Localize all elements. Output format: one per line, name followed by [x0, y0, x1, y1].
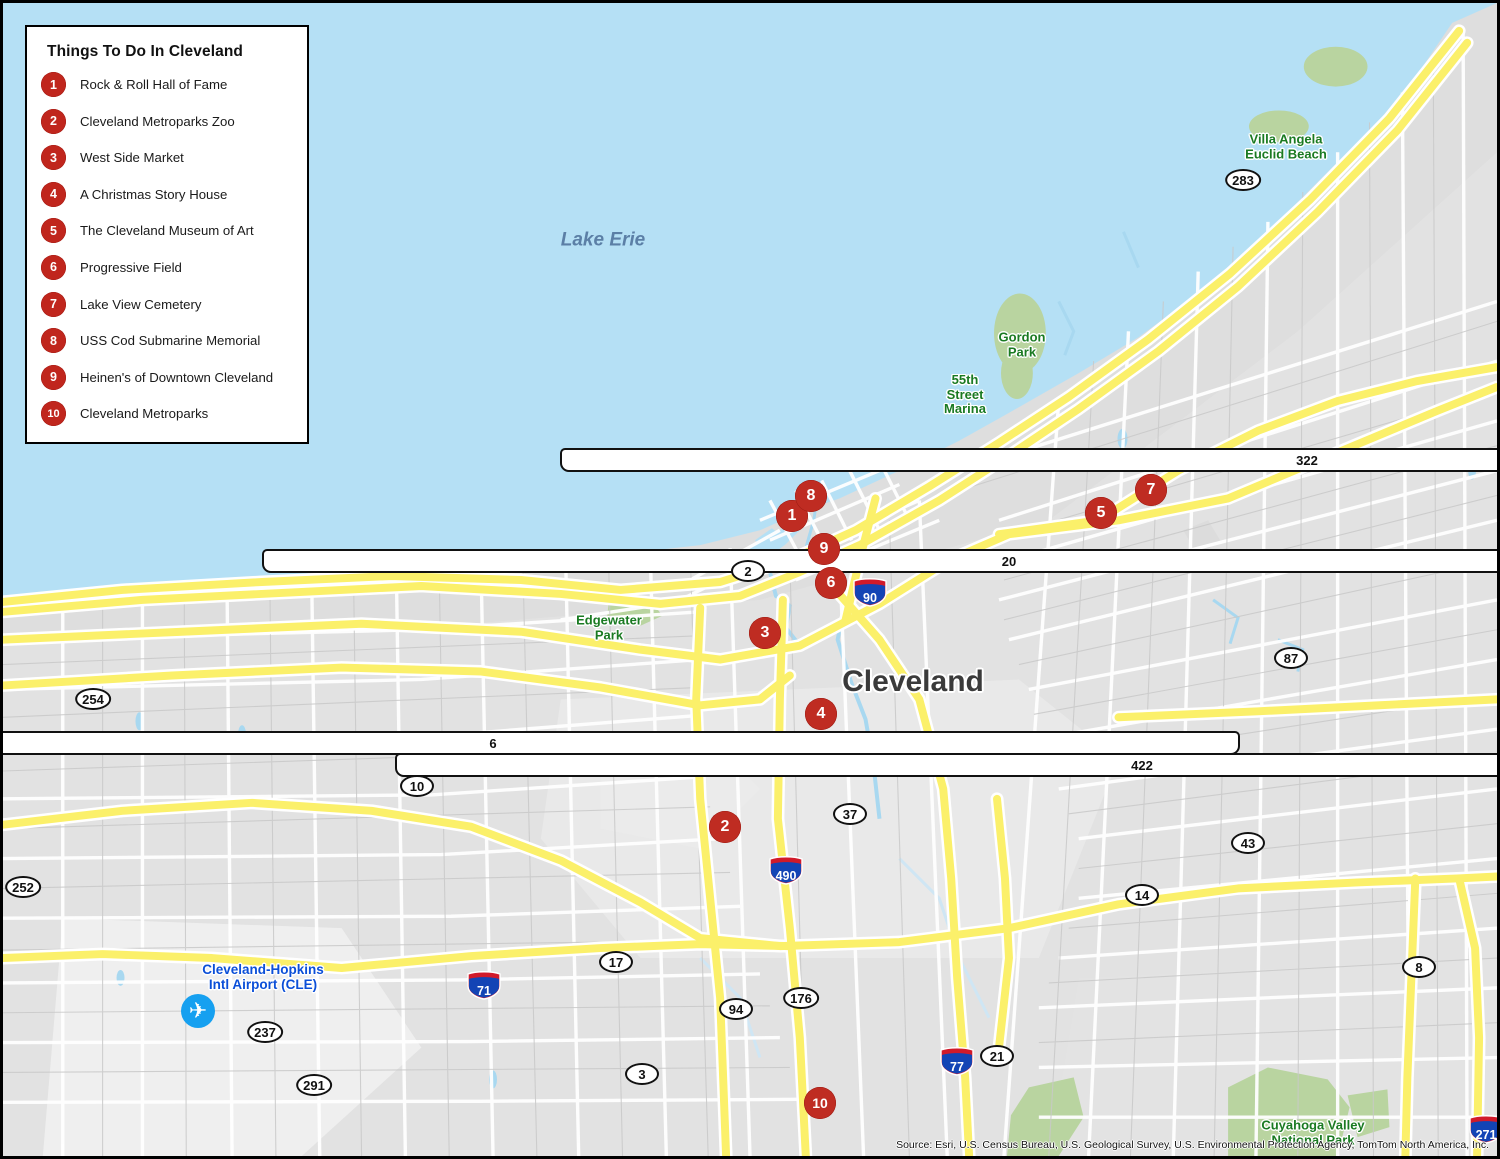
legend-item-5[interactable]: 5 The Cleveland Museum of Art — [41, 218, 295, 244]
route-shield-21[interactable]: 21 — [980, 1045, 1014, 1067]
route-shield-20[interactable]: 20 — [262, 549, 1497, 573]
route-shield-3[interactable]: 3 — [625, 1063, 659, 1085]
legend-label-6: Progressive Field — [80, 259, 182, 275]
route-shield-87[interactable]: 87 — [1274, 647, 1308, 669]
legend-item-6[interactable]: 6 Progressive Field — [41, 254, 295, 280]
route-shield-i71[interactable]: 71 — [466, 970, 502, 1000]
route-shield-14[interactable]: 14 — [1125, 884, 1159, 906]
route-shield-94[interactable]: 94 — [719, 998, 753, 1020]
legend-panel: Things To Do In Cleveland 1 Rock & Roll … — [25, 25, 309, 445]
legend-item-3[interactable]: 3 West Side Market — [41, 145, 295, 171]
route-shield-i490[interactable]: 490 — [768, 855, 804, 885]
legend-label-10: Cleveland Metroparks — [80, 406, 209, 422]
route-shield-283[interactable]: 283 — [1225, 169, 1261, 191]
route-shield-17[interactable]: 17 — [599, 951, 633, 973]
legend-label-1: Rock & Roll Hall of Fame — [80, 77, 228, 92]
legend-pin-9: 9 — [41, 364, 66, 390]
map-marker-cleveland-metroparks[interactable]: 10 — [804, 1087, 836, 1119]
map-marker-lake-view-cemetery[interactable]: 7 — [1135, 474, 1167, 506]
airplane-icon: ✈ — [181, 994, 215, 1028]
legend-label-7: Lake View Cemetery — [80, 296, 202, 312]
route-shield-i90-number: 90 — [863, 591, 877, 605]
source-attribution: Source: Esri, U.S. Census Bureau, U.S. G… — [896, 1139, 1489, 1151]
route-shield-322[interactable]: 322 — [560, 448, 1497, 472]
legend-pin-8: 8 — [41, 328, 66, 354]
legend-label-9: Heinen's of Downtown Cleveland — [80, 369, 274, 385]
legend-pin-5: 5 — [41, 218, 66, 244]
route-shield-2[interactable]: 2 — [731, 560, 765, 582]
route-shield-37[interactable]: 37 — [833, 803, 867, 825]
legend-label-5: The Cleveland Museum of Art — [80, 223, 254, 239]
route-shield-i77[interactable]: 77 — [939, 1046, 975, 1076]
legend-label-4: A Christmas Story House — [80, 186, 228, 202]
legend-title: Things To Do In Cleveland — [47, 43, 243, 60]
route-shield-10[interactable]: 10 — [400, 775, 434, 797]
route-shield-252[interactable]: 252 — [5, 876, 41, 898]
map-marker-cleveland-metroparks-zoo[interactable]: 2 — [709, 811, 741, 843]
legend-item-10[interactable]: 10 Cleveland Metroparks — [41, 401, 295, 427]
map-marker-a-christmas-story-house[interactable]: 4 — [805, 698, 837, 730]
legend-pin-1: 1 — [41, 72, 66, 97]
legend-item-9[interactable]: 9 Heinen's of Downtown Cleveland — [41, 364, 295, 390]
route-shield-i90[interactable]: 90 — [852, 577, 888, 607]
legend-pin-6: 6 — [41, 254, 66, 280]
route-shield-8[interactable]: 8 — [1402, 956, 1436, 978]
route-shield-237[interactable]: 237 — [247, 1021, 283, 1043]
map-marker-cleveland-museum-of-art[interactable]: 5 — [1085, 497, 1117, 529]
legend-label-3: West Side Market — [80, 150, 184, 166]
legend-pin-3: 3 — [41, 145, 66, 171]
route-shield-176[interactable]: 176 — [783, 987, 819, 1009]
route-shield-i71-number: 71 — [477, 984, 491, 998]
map-marker-west-side-market[interactable]: 3 — [749, 617, 781, 649]
legend-pin-10: 10 — [41, 401, 66, 427]
route-shield-291[interactable]: 291 — [296, 1074, 332, 1096]
legend-item-1[interactable]: 1 Rock & Roll Hall of Fame — [41, 72, 295, 97]
legend-label-2: Cleveland Metroparks Zoo — [80, 113, 235, 129]
map-marker-uss-cod-submarine-memorial[interactable]: 8 — [795, 480, 827, 512]
legend-pin-4: 4 — [41, 181, 66, 207]
legend-item-2[interactable]: 2 Cleveland Metroparks Zoo — [41, 108, 295, 134]
route-shield-i77-number: 77 — [950, 1060, 964, 1074]
route-shield-i271-number: 271 — [1475, 1128, 1497, 1142]
map-marker-progressive-field[interactable]: 6 — [815, 567, 847, 599]
legend-pin-7: 7 — [41, 291, 66, 317]
route-shield-422[interactable]: 422 — [395, 753, 1497, 777]
legend-item-7[interactable]: 7 Lake View Cemetery — [41, 291, 295, 317]
legend-item-4[interactable]: 4 A Christmas Story House — [41, 181, 295, 207]
legend-pin-2: 2 — [41, 108, 66, 134]
route-shield-43[interactable]: 43 — [1231, 832, 1265, 854]
route-shield-254[interactable]: 254 — [75, 688, 111, 710]
legend-item-8[interactable]: 8 USS Cod Submarine Memorial — [41, 328, 295, 354]
route-shield-i271[interactable]: 271 — [1468, 1114, 1497, 1144]
map-marker-heinens-downtown-cleveland[interactable]: 9 — [808, 533, 840, 565]
legend-label-8: USS Cod Submarine Memorial — [80, 333, 261, 349]
route-shield-6[interactable]: 6 — [3, 731, 1240, 755]
route-shield-i490-number: 490 — [775, 869, 797, 883]
